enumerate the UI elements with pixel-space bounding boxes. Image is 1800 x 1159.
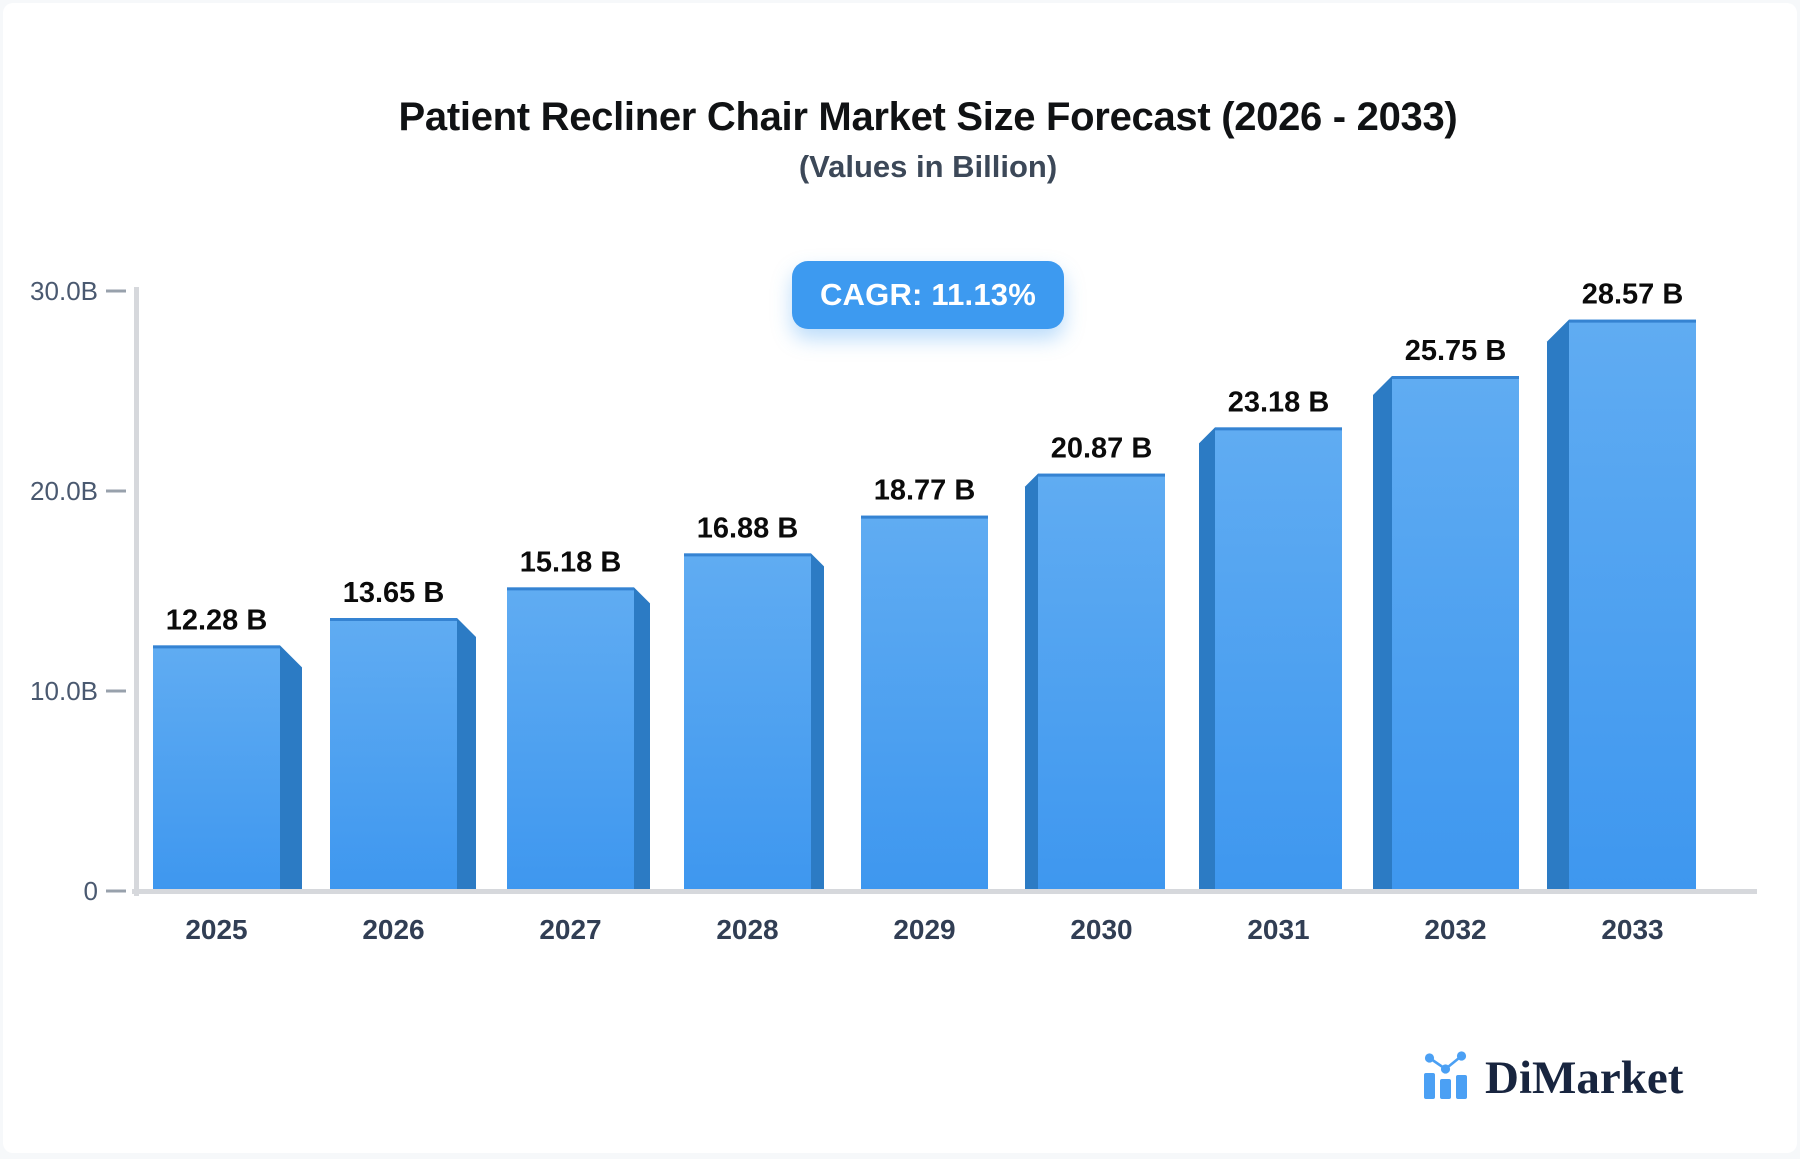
bar-value-label: 23.18 B [1228,386,1330,418]
bar-side-face [280,645,302,891]
bar-value-label: 18.77 B [874,475,976,507]
bar-front-face [1569,319,1696,892]
bar-side-face [1199,427,1215,891]
cagr-badge: CAGR: 11.13% [792,261,1064,329]
bar-value-label: 15.18 B [520,546,622,578]
bar-front-face [861,515,988,891]
x-axis-label: 2032 [1424,914,1486,945]
x-axis-label: 2031 [1247,914,1309,945]
y-axis-line [134,287,139,896]
bar-value-label: 13.65 B [343,577,445,609]
bar-front-face [153,645,280,891]
brand-logo: DiMarket [1420,1041,1683,1105]
bar-value-label: 28.57 B [1582,279,1684,311]
bar-2027: 15.18 B 2027 [507,546,650,945]
bar-2031: 23.18 B 2031 [1199,386,1342,945]
x-axis-label: 2025 [185,914,247,945]
bar-front-face [1215,427,1342,891]
bar-chart: 12.28 B 2025 13.65 B 2026 15.18 B 2027 16.88 B… [30,276,1757,945]
bar-2032: 25.75 B 2032 [1373,335,1519,945]
bar-side-face [457,618,476,891]
y-axis-label: 0 [84,876,98,906]
bar-value-label: 16.88 B [697,512,799,544]
bar-2033: 28.57 B 2033 [1547,279,1696,945]
bar-line-chart-icon [1424,1051,1467,1099]
bar-2028: 16.88 B 2028 [684,512,824,945]
y-axis-label: 30.0B [30,276,98,306]
bar-front-face [330,618,457,891]
cagr-badge-label: CAGR: 11.13% [819,277,1037,312]
x-axis-label: 2026 [362,914,424,945]
bar-2029: 18.77 B 2029 [861,475,988,945]
y-axis-label: 20.0B [30,476,98,506]
y-axis-label: 10.0B [30,676,98,706]
bar-value-label: 12.28 B [166,604,268,636]
x-axis-label: 2027 [539,914,601,945]
chart-title: Patient Recliner Chair Market Size Forec… [398,95,1458,139]
x-axis-label: 2029 [893,914,955,945]
bar-side-face [1025,473,1038,891]
x-axis-label: 2030 [1070,914,1132,945]
chart-card: Patient Recliner Chair Market Size Forec… [3,3,1797,1153]
bar-2030: 20.87 B 2030 [1025,433,1165,945]
x-axis-label: 2033 [1601,914,1663,945]
x-axis-label: 2028 [716,914,778,945]
bar-2025: 12.28 B 2025 [153,604,302,945]
bar-front-face [1392,376,1519,891]
bar-value-label: 25.75 B [1405,335,1507,367]
bar-2026: 13.65 B 2026 [330,577,476,945]
bar-side-face [1373,376,1392,891]
bar-front-face [1038,473,1165,891]
bar-front-face [684,553,811,891]
chart-subtitle: (Values in Billion) [798,149,1058,184]
x-axis-line [132,889,1757,894]
bar-side-face [811,553,824,891]
brand-name: DiMarket [1485,1052,1684,1105]
bar-side-face [634,587,650,891]
bar-front-face [507,587,634,891]
bar-side-face [1547,319,1569,892]
bar-value-label: 20.87 B [1051,433,1153,465]
